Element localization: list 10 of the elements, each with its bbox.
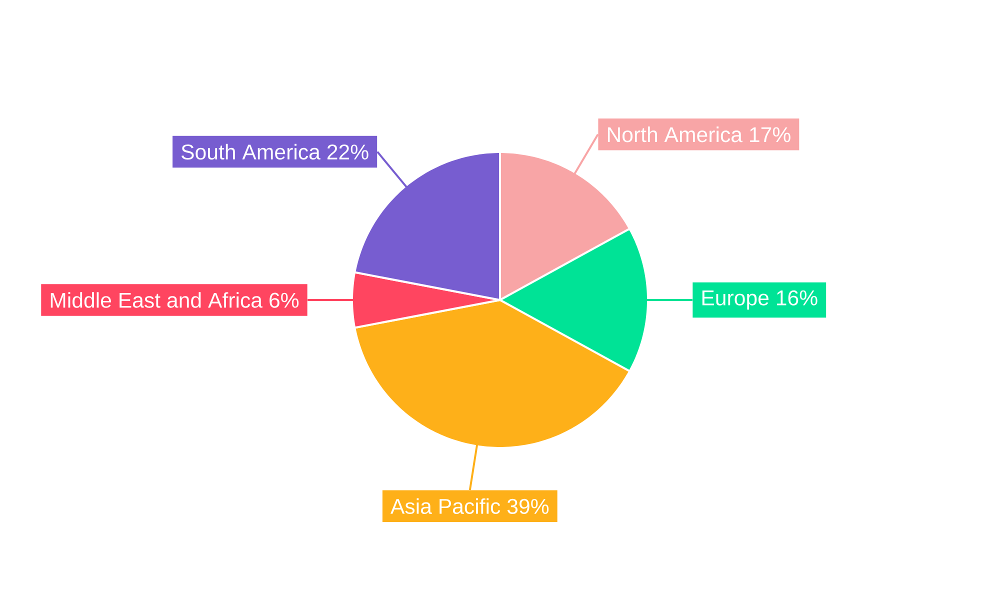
slice-label: North America (608, 126, 742, 142)
data-label: 17% (750, 127, 790, 142)
data-label: 39% (507, 498, 549, 514)
data-label: 16% (777, 290, 818, 306)
slice-label: Europe (702, 290, 768, 310)
data-label: 22% (327, 144, 368, 160)
slice-label: South America (182, 144, 320, 160)
slice-label: Middle East and Africa (50, 292, 263, 308)
data-label: 6% (270, 292, 299, 308)
slice-label: Asia Pacific (390, 498, 500, 514)
